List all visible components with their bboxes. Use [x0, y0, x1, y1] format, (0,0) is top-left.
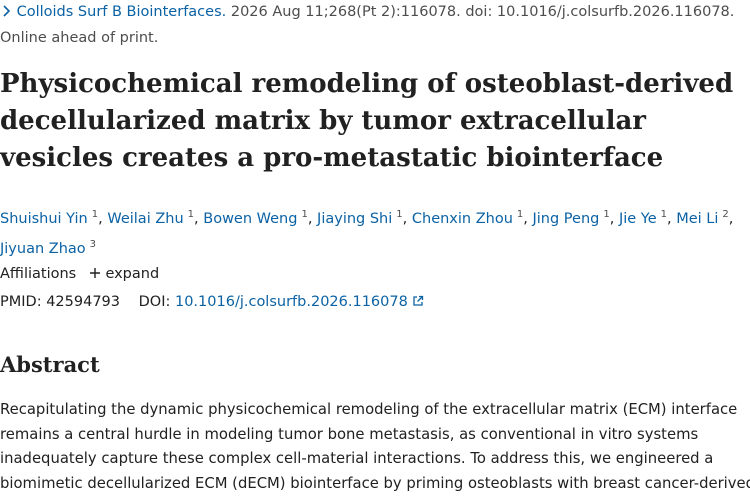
citation: Colloids Surf B Biointerfaces. 2026 Aug … — [2, 4, 734, 20]
author-separator: , — [98, 210, 103, 227]
abstract-line: inadequately capture these complex cell-… — [0, 450, 714, 467]
author-separator: , — [667, 210, 672, 227]
chevron-icon — [3, 5, 11, 17]
author-separator: , — [728, 210, 734, 227]
publication-status: Online ahead of print. — [0, 30, 159, 46]
author-link[interactable]: Bowen Weng — [203, 210, 298, 227]
article-title: Physicochemical remodeling of osteoblast… — [0, 69, 734, 173]
author-separator: , — [609, 210, 615, 227]
affiliation-number[interactable]: 1 — [396, 209, 403, 220]
expand-toggle[interactable]: expand — [89, 266, 159, 282]
external-link-icon — [413, 295, 424, 306]
author-link[interactable]: Jie Ye — [618, 210, 657, 227]
abstract-line: Recapitulating the dynamic physicochemic… — [0, 401, 738, 418]
abstract-line: remains a central hurdle in modeling tum… — [0, 425, 699, 443]
author-link[interactable]: Jiyuan Zhao — [0, 240, 86, 257]
plus-icon — [89, 268, 100, 278]
author-link[interactable]: Jiaying Shi — [317, 210, 393, 227]
affiliation-number[interactable]: 1 — [301, 209, 308, 220]
pmid: 42594793 — [46, 294, 121, 310]
affiliation-number[interactable]: 2 — [722, 209, 729, 220]
citation-details: 2026 Aug 11;268(Pt 2):116078. doi: 10.10… — [230, 4, 735, 20]
author-link[interactable]: Mei Li — [676, 210, 719, 227]
doi-link[interactable]: 10.1016/j.colsurfb.2026.116078 — [175, 294, 424, 310]
doi-label: DOI: — [138, 294, 171, 310]
affiliation-number[interactable]: 1 — [660, 209, 668, 220]
author-link[interactable]: Weilai Zhu — [107, 210, 184, 227]
affiliation-number[interactable]: 1 — [91, 209, 99, 220]
author-link[interactable]: Jing Peng — [532, 210, 600, 227]
expand-label: expand — [105, 266, 160, 282]
author-separator: , — [307, 210, 313, 227]
affiliations: Affiliations expand — [0, 266, 159, 282]
doi-text: 10.1016/j.colsurfb.2026.116078 — [174, 294, 408, 310]
pmid-label: PMID: — [0, 294, 42, 310]
author-separator: , — [402, 210, 408, 227]
author-list: Shuishui Yin 1, Weilai Zhu 1, Bowen Weng 1,… — [0, 202, 745, 262]
author-link[interactable]: Shuishui Yin — [0, 210, 88, 227]
affiliation-number[interactable]: 1 — [516, 209, 524, 220]
affiliation-number[interactable]: 1 — [603, 209, 610, 220]
abstract-heading: Abstract — [0, 352, 100, 377]
journal-link[interactable]: Colloids Surf B Biointerfaces. — [16, 4, 227, 20]
author-separator: , — [194, 210, 199, 227]
abstract-line: biomimetic decellularized ECM (dECM) bio… — [0, 474, 750, 492]
affiliation-number[interactable]: 1 — [187, 209, 195, 220]
affiliation-number[interactable]: 3 — [89, 238, 97, 250]
author-link[interactable]: Chenxin Zhou — [411, 210, 513, 227]
affiliations-label: Affiliations — [0, 266, 77, 282]
identifiers: PMID: 42594793 DOI: 10.1016/j.colsurfb.2… — [0, 294, 424, 310]
abstract-text: Recapitulating the dynamic physicochemic… — [0, 398, 750, 496]
author-separator: , — [523, 210, 528, 227]
